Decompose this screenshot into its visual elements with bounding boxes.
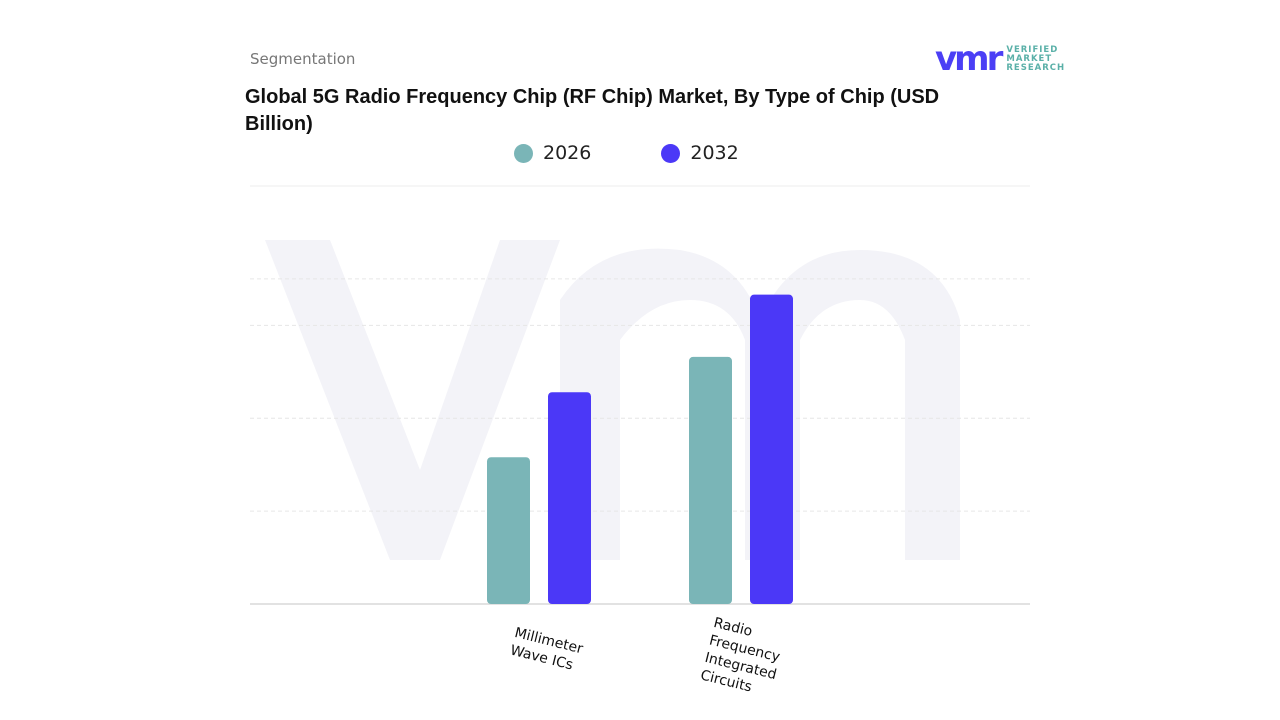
chart-title: Global 5G Radio Frequency Chip (RF Chip)… <box>245 86 940 135</box>
segment-label: Segmentation <box>250 50 356 68</box>
logo-text-3: RESEARCH <box>1006 62 1066 73</box>
bar-2032-0 <box>548 392 591 604</box>
logo-mark: vmr <box>935 39 1003 79</box>
legend-swatch-2032 <box>661 143 681 163</box>
legend-label-2026: 2026 <box>543 142 592 164</box>
legend-item-2032: 2032 <box>661 142 739 164</box>
bar-2026-0 <box>487 457 530 604</box>
bar-2032-1 <box>750 294 793 604</box>
vmr-logo: vmr VERIFIED MARKET RESEARCH <box>935 39 1066 79</box>
legend-label-2032: 2032 <box>690 142 739 164</box>
logo-text-1: VERIFIED <box>1006 44 1059 55</box>
legend: 2026 2032 <box>514 142 739 164</box>
legend-item-2026: 2026 <box>514 142 591 164</box>
legend-swatch-2026 <box>514 143 533 163</box>
bar-2026-1 <box>689 356 732 604</box>
logo-text-2: MARKET <box>1006 53 1053 64</box>
